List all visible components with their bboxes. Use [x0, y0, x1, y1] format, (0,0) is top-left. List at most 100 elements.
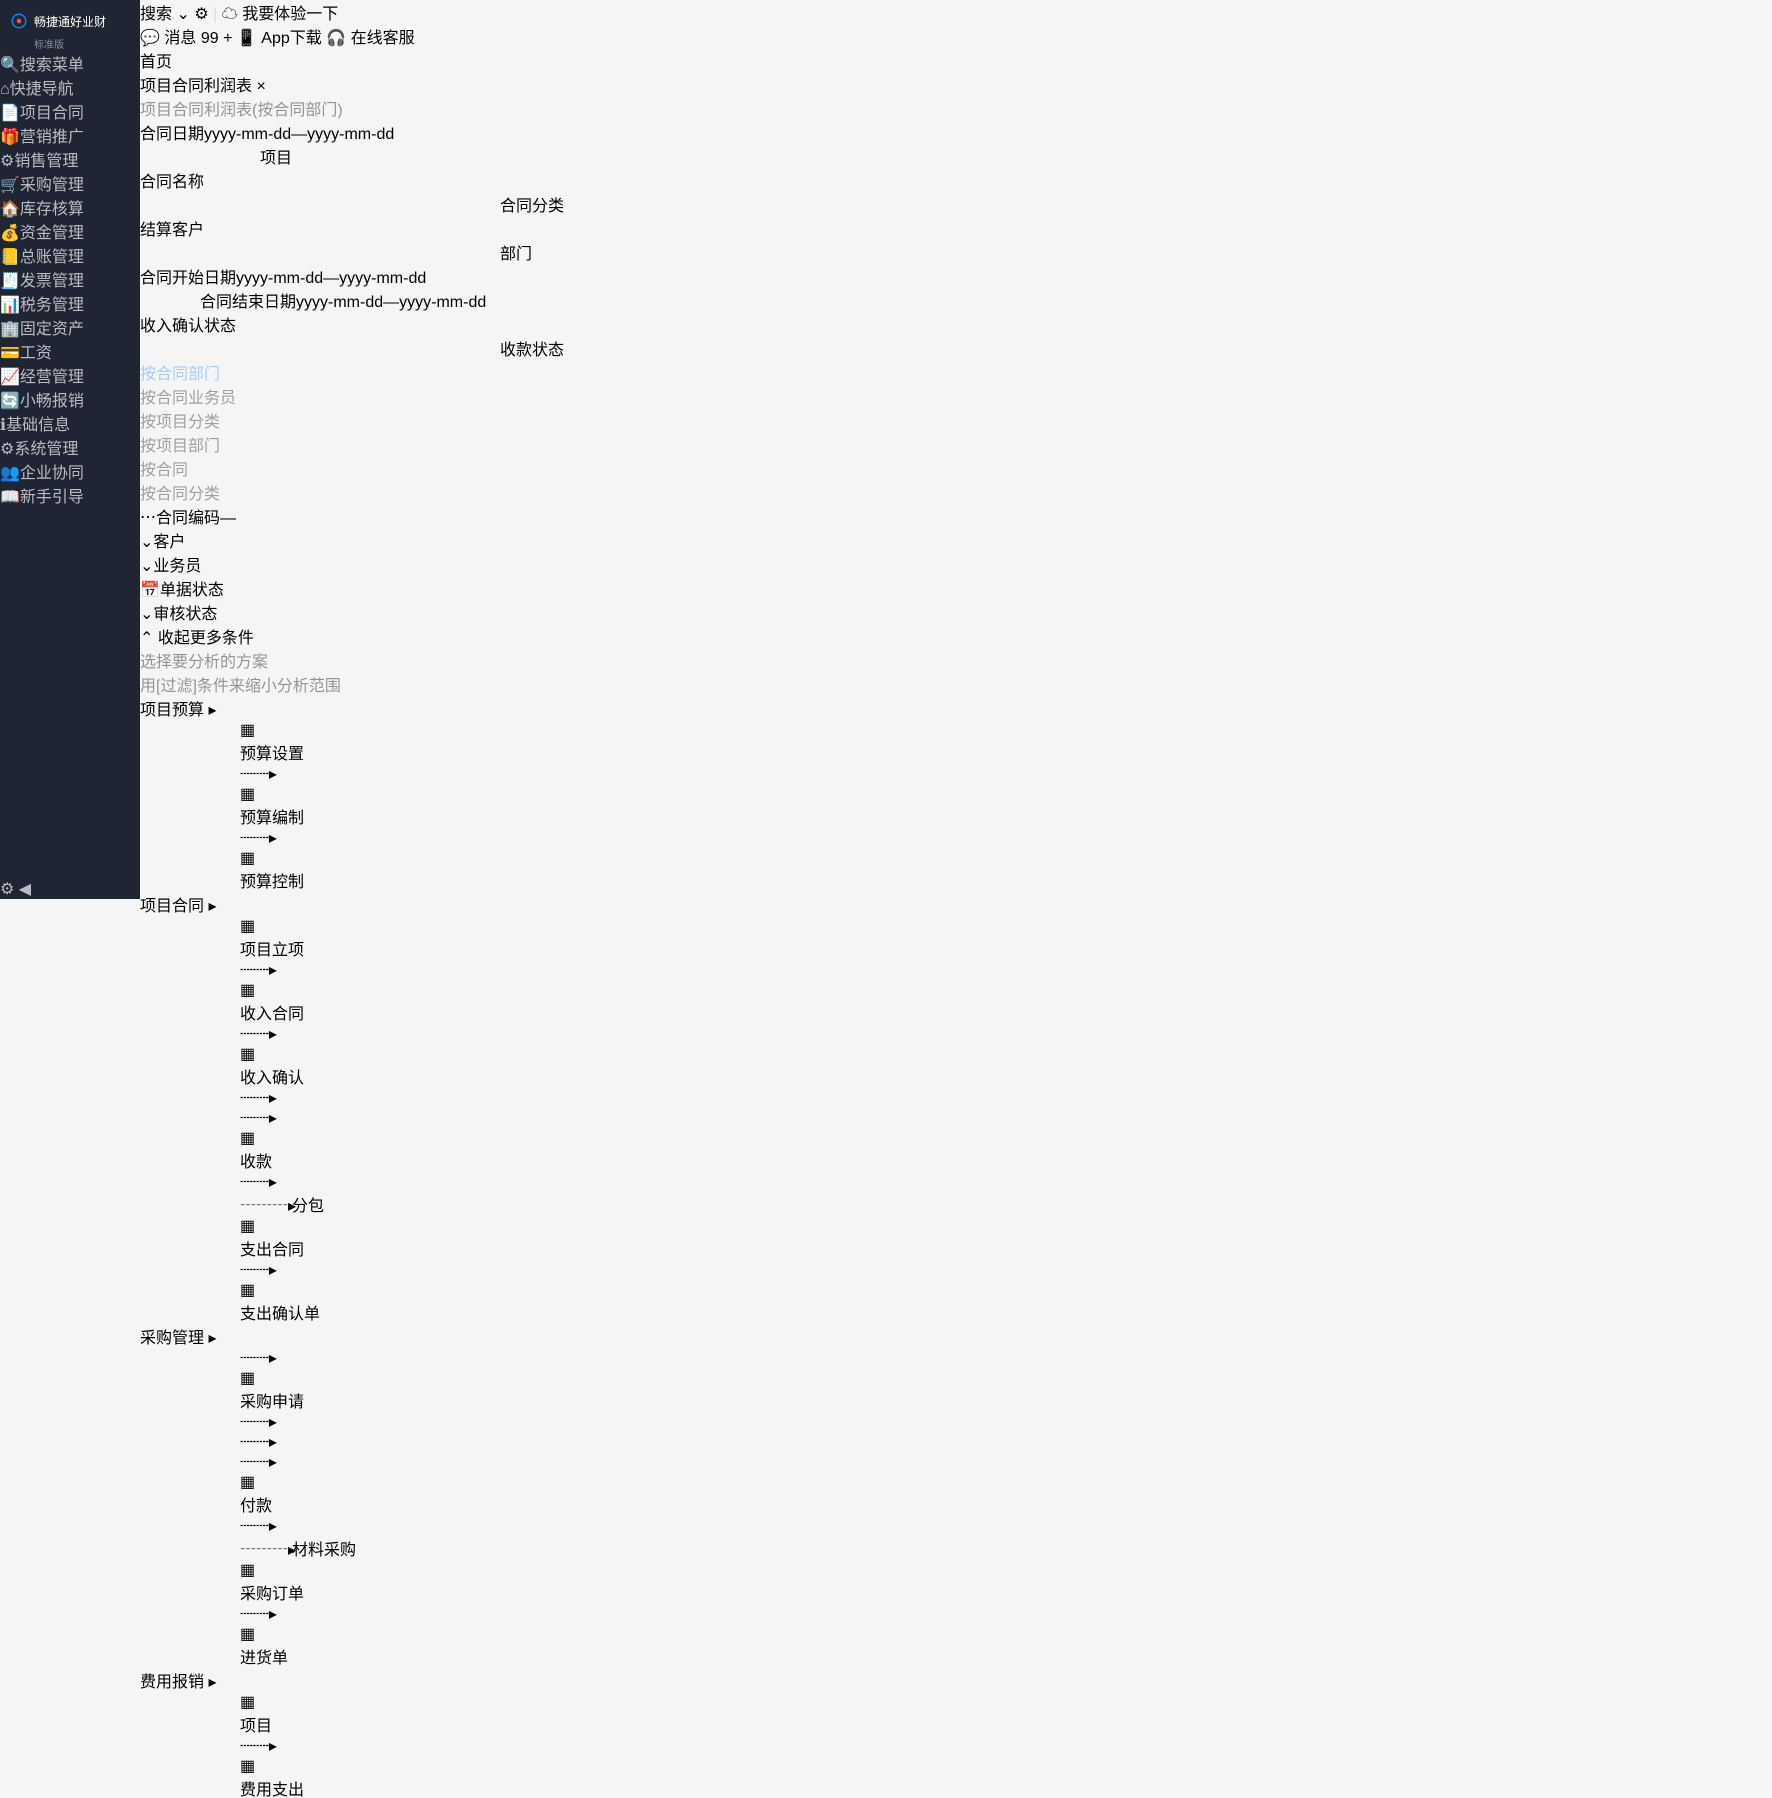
nav-item-home[interactable]: ⌂快捷导航: [0, 75, 140, 99]
nav-item-gift[interactable]: 🎁营销推广: [0, 123, 140, 147]
nav-item-invoice[interactable]: 🧾发票管理: [0, 267, 140, 291]
flow-node[interactable]: ▦项目: [240, 1692, 1073, 1736]
nav-item-salary[interactable]: 💳工资: [0, 339, 140, 363]
arrow-icon: ┄┄┄▸: [240, 1198, 296, 1215]
flow-node-icon: ▦: [240, 1216, 1073, 1236]
nav-item-expense[interactable]: 🔄小畅报销: [0, 387, 140, 411]
tab-report[interactable]: 项目合同利润表 ×: [140, 72, 1073, 96]
sidebar: 畅捷通好业财 标准版 🔍搜索菜单⌂快捷导航📄项目合同🎁营销推广⚙销售管理🛒采购管…: [0, 0, 140, 899]
filter-row: ⌄业务员: [140, 552, 1073, 576]
flow-section-title: 采购管理 ▸: [140, 1324, 1073, 1348]
subnav-item[interactable]: 按合同: [140, 456, 1073, 480]
ledger-icon: 📒: [0, 249, 20, 266]
flow-node[interactable]: ▦收入合同: [240, 980, 1073, 1024]
flow-node-icon: ▦: [240, 1368, 1073, 1388]
flow-node[interactable]: ▦采购申请: [240, 1368, 1073, 1412]
flow-node-icon: ▦: [240, 1756, 1073, 1776]
tab-home[interactable]: 首页: [140, 48, 1073, 72]
arrow-icon: ┄┄┄▸: [240, 1542, 296, 1559]
sidebar-bottom: ⚙ ◀: [0, 879, 140, 899]
cart-icon: 🛒: [0, 177, 20, 194]
nav-item-ledger[interactable]: 📒总账管理: [0, 243, 140, 267]
flow-node[interactable]: ▦预算编制: [240, 784, 1073, 828]
subnav-item[interactable]: 按项目部门: [140, 432, 1073, 456]
subnav-item[interactable]: 按合同部门: [140, 360, 1073, 384]
app-name: 畅捷通好业财: [34, 13, 106, 30]
search-caret-icon[interactable]: ⌄: [176, 6, 189, 23]
flow-node-icon: ▦: [240, 1472, 1073, 1492]
flow-node-icon: ▦: [240, 848, 1073, 868]
topbar: 搜索 ⌄ ⚙ | ☁ 我要体验一下 💬 消息 99 + 📱 App下载 🎧 在线…: [140, 0, 1073, 48]
salary-icon: 💳: [0, 345, 20, 362]
flow-node[interactable]: ▦预算设置: [240, 720, 1073, 764]
nav-item-stock[interactable]: 🏠库存核算: [0, 195, 140, 219]
flow-node[interactable]: ▦支出确认单: [240, 1280, 1073, 1324]
collab-icon: 👥: [0, 465, 20, 482]
main: 搜索 ⌄ ⚙ | ☁ 我要体验一下 💬 消息 99 + 📱 App下载 🎧 在线…: [140, 0, 1073, 899]
nav-item-money[interactable]: 💰资金管理: [0, 219, 140, 243]
nav-item-sys[interactable]: ⚙系统管理: [0, 435, 140, 459]
subnav-item[interactable]: 按合同分类: [140, 480, 1073, 504]
nav-list: 🔍搜索菜单⌂快捷导航📄项目合同🎁营销推广⚙销售管理🛒采购管理🏠库存核算💰资金管理…: [0, 51, 140, 507]
subnav: 按合同部门按合同业务员按项目分类按项目部门按合同按合同分类: [140, 360, 1073, 504]
subnav-item[interactable]: 按项目分类: [140, 408, 1073, 432]
tabs: 首页 项目合同利润表 ×: [140, 48, 1073, 96]
flow-node[interactable]: ▦收入确认: [240, 1044, 1073, 1088]
home-icon: ⌂: [0, 81, 10, 98]
nav-item-cart[interactable]: 🛒采购管理: [0, 171, 140, 195]
tax-icon: 📊: [0, 297, 20, 314]
flow-node[interactable]: ▦采购订单: [240, 1560, 1073, 1604]
sys-icon: ⚙: [0, 441, 14, 458]
right-filters: ⋯合同编码—⌄客户⌄业务员📅单据状态⌄审核状态: [140, 504, 1073, 624]
nav-item-info[interactable]: ℹ基础信息: [0, 411, 140, 435]
arrow-icon: ┄┄┄▸: [240, 1434, 277, 1451]
collapse-icon[interactable]: ◀: [19, 881, 31, 898]
flow-node-icon: ▦: [240, 916, 1073, 936]
nav-item-doc[interactable]: 📄项目合同: [0, 99, 140, 123]
phone-icon: 📱: [237, 30, 257, 47]
message-button[interactable]: 💬 消息 99 +: [140, 30, 237, 47]
settings-icon[interactable]: ⚙: [0, 881, 14, 898]
try-button[interactable]: ☁ 我要体验一下: [222, 6, 338, 23]
nav-item-search[interactable]: 🔍搜索菜单: [0, 51, 140, 75]
subnav-item[interactable]: 按合同业务员: [140, 384, 1073, 408]
biz-icon: 📈: [0, 369, 20, 386]
flow-node[interactable]: ▦费用支出: [240, 1756, 1073, 1798]
flow-node[interactable]: ▦收款: [240, 1128, 1073, 1172]
nav-item-collab[interactable]: 👥企业协同: [0, 459, 140, 483]
invoice-icon: 🧾: [0, 273, 20, 290]
flow-node-icon: ▦: [240, 1560, 1073, 1580]
stock-icon: 🏠: [0, 201, 20, 218]
app-edition: 标准版: [0, 36, 140, 51]
flow-node-icon: ▦: [240, 980, 1073, 1000]
flow-node[interactable]: ▦预算控制: [240, 848, 1073, 892]
arrow-icon: ┄┄┄▸: [240, 962, 277, 979]
flow-node[interactable]: ▦进货单: [240, 1624, 1073, 1668]
flow-node-icon: ▦: [240, 1692, 1073, 1712]
nav-item-sale[interactable]: ⚙销售管理: [0, 147, 140, 171]
quicknav-overlay: 项目预算 ▸▦预算设置┄┄┄▸▦预算编制┄┄┄▸▦预算控制项目合同 ▸▦项目立项…: [140, 696, 1073, 1798]
arrow-icon: ┄┄┄▸: [240, 1606, 277, 1623]
expense-icon: 🔄: [0, 393, 20, 410]
filter-row: ⌄审核状态: [140, 600, 1073, 624]
nav-item-guide[interactable]: 📖新手引导: [0, 483, 140, 507]
nav-item-tax[interactable]: 📊税务管理: [0, 291, 140, 315]
flow-node[interactable]: ▦付款: [240, 1472, 1073, 1516]
arrow-icon: ┄┄┄▸: [240, 766, 277, 783]
nav-item-asset[interactable]: 🏢固定资产: [0, 315, 140, 339]
page-title: 项目合同利润表(按合同部门): [140, 96, 1073, 120]
download-button[interactable]: 📱 App下载: [237, 30, 326, 47]
nav-item-biz[interactable]: 📈经营管理: [0, 363, 140, 387]
close-icon[interactable]: ×: [256, 78, 265, 95]
collapse-hint[interactable]: ⌃ 收起更多条件: [140, 624, 1073, 648]
money-icon: 💰: [0, 225, 20, 242]
flow-section-title: 项目合同 ▸: [140, 892, 1073, 916]
search-input[interactable]: 搜索: [140, 6, 172, 23]
gear-icon[interactable]: ⚙: [194, 6, 208, 23]
flow-node[interactable]: ▦项目立项: [240, 916, 1073, 960]
service-button[interactable]: 🎧 在线客服: [326, 30, 414, 47]
arrow-icon: ┄┄┄▸: [240, 830, 277, 847]
headset-icon: 🎧: [326, 30, 346, 47]
flow-node[interactable]: ▦支出合同: [240, 1216, 1073, 1260]
search-icon: 🔍: [0, 57, 20, 74]
